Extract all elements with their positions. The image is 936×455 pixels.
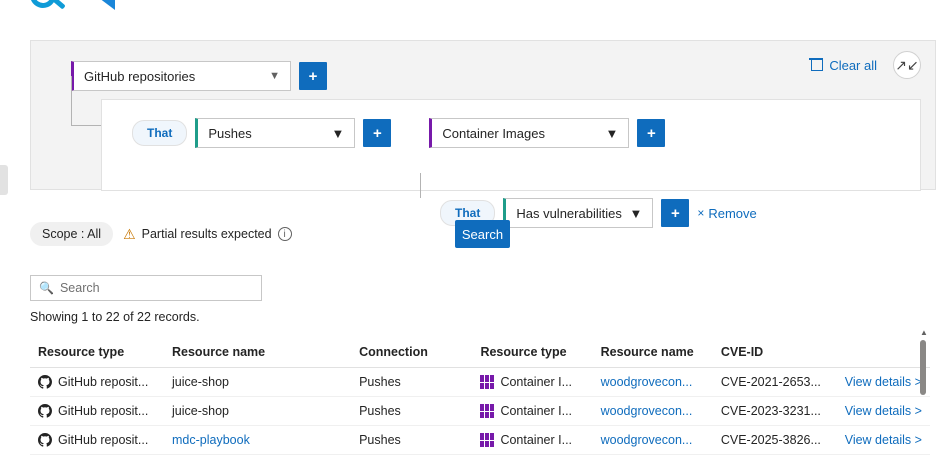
column-header-resource-name-1[interactable]: Resource name	[164, 340, 351, 368]
cve-id-value[interactable]: CVE-2023-3231...	[721, 404, 821, 418]
column-header-resource-type-2[interactable]: Resource type	[472, 340, 592, 368]
magnifier-handle-icon	[50, 0, 65, 10]
table-row[interactable]: GitHub reposit... mdc-playbook Pushes Conta…	[30, 426, 930, 455]
table-header-row: Resource type Resource name Connection R…	[30, 340, 930, 368]
query-builder-panel: Clear all ↗↙ GitHub repositories ▼ + Tha…	[30, 40, 936, 190]
add-filter-button-1[interactable]: +	[299, 62, 327, 90]
add-filter-button-2[interactable]: +	[363, 119, 391, 147]
toolbar-icons-group: Clear all ↗↙	[809, 51, 921, 79]
scope-badge[interactable]: Scope : All	[30, 222, 113, 246]
remove-label: Remove	[708, 206, 756, 221]
tree-connector-1	[71, 76, 101, 126]
resource-type-dropdown-1[interactable]: GitHub repositories ▼	[71, 61, 291, 91]
relationship-dropdown-1[interactable]: Pushes ▼	[195, 118, 355, 148]
search-icon: 🔍	[39, 281, 54, 295]
resource-name-1-value[interactable]: juice-shop	[172, 375, 229, 389]
partial-results-label: Partial results expected	[142, 227, 272, 241]
search-placeholder-label: Search	[60, 281, 100, 295]
query-row-1: GitHub repositories ▼ +	[71, 61, 327, 91]
close-icon: ×	[697, 206, 704, 220]
view-details-link[interactable]: View details >	[845, 375, 922, 389]
relationship-dropdown-2[interactable]: Has vulnerabilities ▼	[503, 198, 653, 228]
results-table: Resource type Resource name Connection R…	[30, 340, 930, 445]
scroll-up-arrow-icon[interactable]: ▲	[920, 328, 926, 337]
trash-icon	[809, 58, 823, 72]
connection-value[interactable]: Pushes	[359, 375, 401, 389]
resource-type-dropdown-2[interactable]: Container Images ▼	[429, 118, 629, 148]
resource-type-2-value[interactable]: Container I...	[500, 375, 572, 389]
relationship-2-label: Has vulnerabilities	[516, 206, 622, 221]
table-row[interactable]: GitHub reposit... juice-shop Pushes Contain…	[30, 368, 930, 397]
brand-logo	[15, 0, 125, 22]
resource-type-2-value[interactable]: Container I...	[500, 404, 572, 418]
query-row-3: That Has vulnerabilities ▼ + × Remove	[440, 198, 936, 228]
resource-type-1-value[interactable]: GitHub reposit...	[58, 404, 148, 418]
column-header-resource-name-2[interactable]: Resource name	[593, 340, 713, 368]
view-details-link[interactable]: View details >	[845, 404, 922, 418]
connection-value[interactable]: Pushes	[359, 404, 401, 418]
chevron-down-icon: ▼	[331, 126, 344, 141]
warning-triangle-icon: ⚠	[123, 226, 136, 243]
column-header-resource-type-1[interactable]: Resource type	[30, 340, 164, 368]
scope-row: Scope : All ⚠ Partial results expected i	[30, 222, 292, 246]
query-subpanel-2: That Pushes ▼ + Container Images ▼ + Tha…	[101, 99, 921, 191]
table-search-input[interactable]: 🔍 Search	[30, 275, 262, 301]
remove-filter-button[interactable]: × Remove	[697, 206, 756, 221]
chevron-down-icon: ▼	[269, 70, 280, 82]
query-row-3-wrap: That Has vulnerabilities ▼ + × Remove	[440, 198, 936, 238]
cve-id-value[interactable]: CVE-2021-2653...	[721, 375, 821, 389]
expand-icon: ↗↙	[895, 57, 918, 74]
search-button[interactable]: Search	[455, 220, 510, 248]
query-row-2: That Pushes ▼ + Container Images ▼ +	[132, 118, 665, 148]
resource-name-1-value[interactable]: juice-shop	[172, 404, 229, 418]
tree-connector-2	[420, 173, 440, 198]
resource-name-2-value[interactable]: woodgrovecon...	[601, 404, 693, 418]
partial-results-warning: ⚠ Partial results expected i	[123, 226, 292, 243]
clear-all-label: Clear all	[829, 58, 877, 73]
container-images-icon	[480, 375, 494, 389]
resource-name-2-value[interactable]: woodgrovecon...	[601, 375, 693, 389]
add-filter-button-4[interactable]: +	[661, 199, 689, 227]
column-header-actions	[837, 340, 930, 368]
container-images-icon	[480, 404, 494, 418]
expand-button[interactable]: ↗↙	[893, 51, 921, 79]
add-filter-button-3[interactable]: +	[637, 119, 665, 147]
resource-type-2-label: Container Images	[442, 126, 545, 141]
side-panel-tab[interactable]	[0, 165, 8, 195]
resource-type-1-value[interactable]: GitHub reposit...	[58, 375, 148, 389]
relationship-1-label: Pushes	[208, 126, 251, 141]
clear-all-button[interactable]: Clear all	[809, 58, 877, 73]
chevron-down-icon: ▼	[629, 206, 642, 221]
records-summary-label: Showing 1 to 22 of 22 records.	[30, 310, 200, 324]
that-pill-1: That	[132, 120, 187, 146]
table-row[interactable]: GitHub reposit... juice-shop Pushes Contain…	[30, 397, 930, 426]
triangle-logo-icon	[75, 0, 115, 10]
column-header-cve-id[interactable]: CVE-ID	[713, 340, 837, 368]
table-scrollbar-thumb[interactable]	[920, 340, 926, 395]
chevron-down-icon: ▼	[605, 126, 618, 141]
column-header-connection[interactable]: Connection	[351, 340, 472, 368]
table-scrollbar-track[interactable]: ▲	[920, 330, 926, 425]
info-icon[interactable]: i	[278, 227, 292, 241]
